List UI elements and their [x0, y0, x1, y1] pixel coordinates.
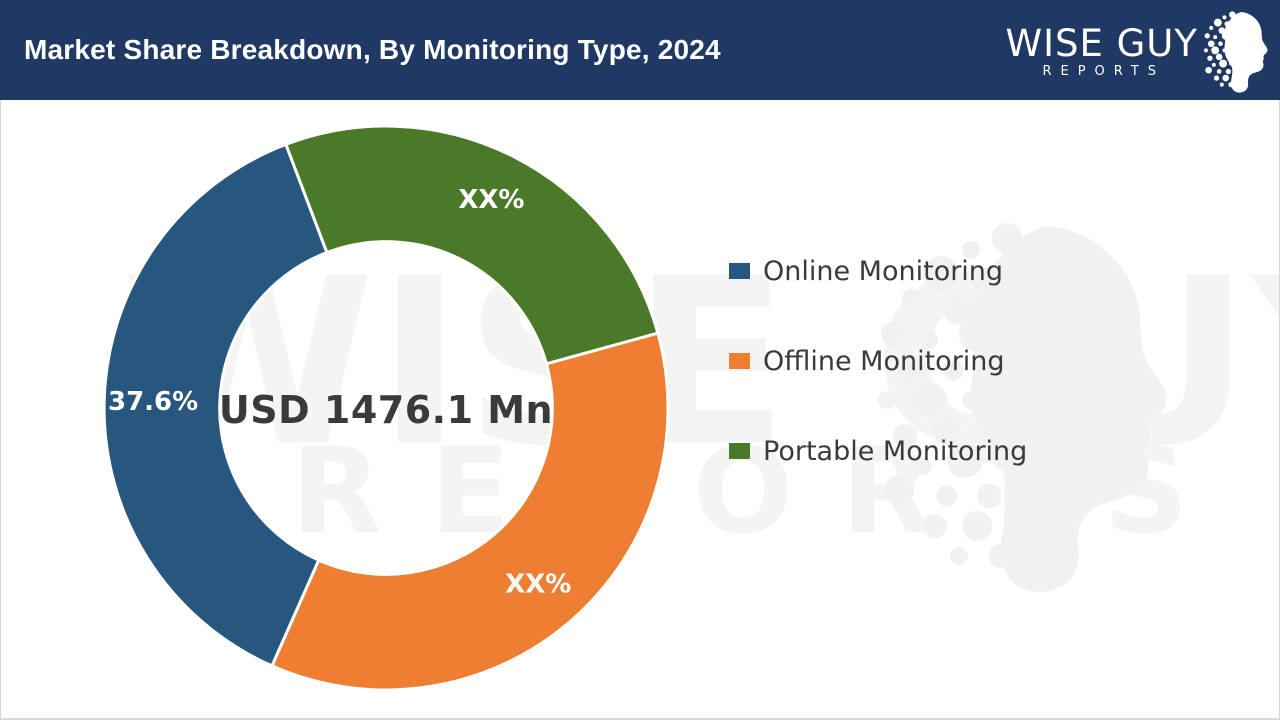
background-watermark: WISE GUY REPORTS — [1, 100, 1279, 718]
slice-percent-label: 37.6% — [108, 387, 198, 417]
legend-swatch-portable — [729, 443, 750, 459]
header-bar: Market Share Breakdown, By Monitoring Ty… — [0, 0, 1280, 100]
brand-logo: WISE GUY REPORTS — [1006, 0, 1270, 100]
slice-percent-label: XX% — [458, 185, 524, 215]
chart-legend: Online Monitoring Offline Monitoring Por… — [729, 253, 1027, 523]
donut-slice-offline-monitoring — [270, 331, 670, 692]
legend-item-portable-monitoring: Portable Monitoring — [729, 433, 1027, 469]
dotted-head-icon — [1203, 11, 1268, 93]
slice-percent-label: XX% — [505, 569, 571, 599]
donut-chart: 37.6% XX% XX% — [102, 124, 670, 692]
donut-slice-portable-monitoring — [284, 124, 660, 366]
legend-label: Offline Monitoring — [763, 345, 1005, 377]
chart-area: WISE GUY REPORTS 37.6% XX% XX% USD 1476.1 … — [0, 100, 1280, 720]
legend-label: Portable Monitoring — [763, 435, 1028, 467]
donut-center-value: USD 1476.1 Mn — [218, 388, 554, 432]
donut-slice-online-monitoring — [102, 142, 329, 668]
legend-label: Online Monitoring — [763, 255, 1004, 287]
legend-item-online-monitoring: Online Monitoring — [729, 253, 1027, 289]
brand-name: WISE GUY — [1005, 22, 1198, 65]
brand-logo-text: WISE GUY REPORTS — [1005, 22, 1198, 79]
page-title: Market Share Breakdown, By Monitoring Ty… — [24, 34, 721, 65]
brand-subname: REPORTS — [1042, 64, 1166, 79]
legend-item-offline-monitoring: Offline Monitoring — [729, 343, 1027, 379]
legend-swatch-offline — [729, 353, 750, 369]
legend-swatch-online — [729, 263, 750, 279]
